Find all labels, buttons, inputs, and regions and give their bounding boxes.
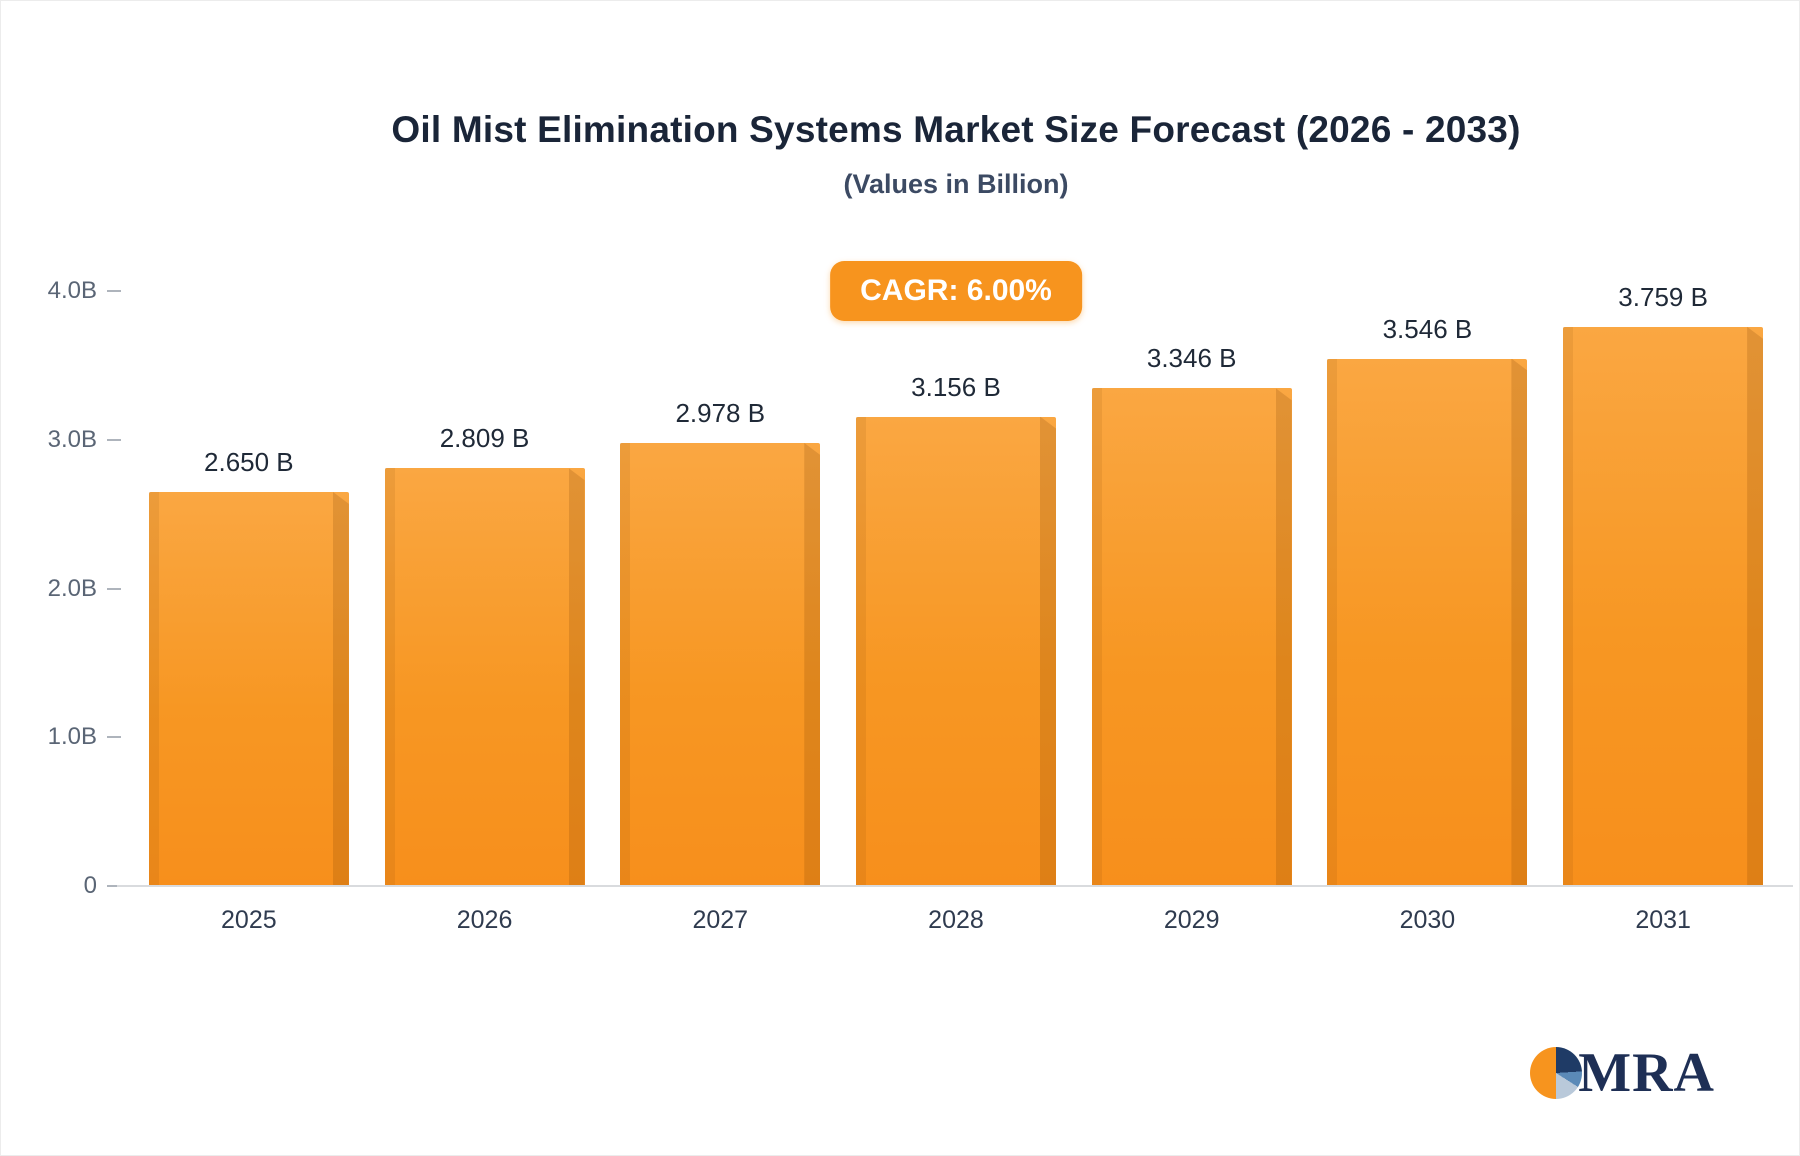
- bar-slot: 2.809 B: [367, 291, 603, 886]
- y-tick-mark: [107, 885, 121, 887]
- bar-2025: [148, 491, 349, 887]
- bar-slot: 2.978 B: [602, 291, 838, 886]
- x-axis-baseline: [117, 885, 1793, 887]
- bar-slot: 3.346 B: [1074, 291, 1310, 886]
- y-tick-mark: [107, 736, 121, 739]
- y-tick-label: 0: [83, 872, 97, 899]
- mra-logo-text: MRA: [1578, 1042, 1715, 1104]
- y-tick-mark: [107, 587, 121, 590]
- bar-2028: [855, 416, 1056, 887]
- y-tick-label: 3.0B: [47, 425, 97, 453]
- bar-slot: 3.546 B: [1310, 291, 1546, 887]
- x-axis-label: 2025: [221, 906, 277, 934]
- x-axis-label: 2028: [928, 906, 984, 934]
- bar-value-label: 2.809 B: [439, 423, 530, 454]
- bar-slot: 3.156 B: [838, 291, 1074, 887]
- bar-value-label: 2.978 B: [675, 398, 766, 429]
- x-axis-label: 2027: [692, 906, 749, 934]
- y-tick-mark: [107, 438, 121, 441]
- bar-value-label: 3.346 B: [1146, 343, 1237, 374]
- bar-2030: [1327, 358, 1528, 887]
- bar-2031: [1563, 326, 1764, 887]
- y-tick-mark: [107, 290, 121, 292]
- bar-value-label: 3.546 B: [1382, 313, 1473, 344]
- bar-slot: 3.759 B: [1545, 282, 1781, 887]
- bar-2029: [1091, 388, 1292, 886]
- y-tick-label: 4.0B: [47, 277, 97, 304]
- mra-logo: MRA: [1530, 1042, 1715, 1104]
- cagr-badge: CAGR: 6.00%: [830, 261, 1082, 321]
- x-axis-label: 2031: [1635, 906, 1691, 934]
- bar-value-label: 3.759 B: [1618, 281, 1708, 312]
- bar-value-label: 2.650 B: [204, 446, 294, 477]
- x-axis-label: 2030: [1399, 906, 1456, 934]
- y-tick-label: 1.0B: [47, 723, 97, 751]
- mra-logo-pie-icon: [1530, 1047, 1583, 1099]
- bar-slot: 2.650 B: [131, 291, 367, 887]
- chart-title: Oil Mist Elimination Systems Market Size…: [391, 109, 1521, 150]
- x-axis-label: 2029: [1163, 906, 1220, 934]
- bar-value-label: 3.156 B: [911, 371, 1001, 402]
- bar-2027: [620, 443, 821, 886]
- y-tick-label: 2.0B: [47, 574, 97, 602]
- x-axis-label: 2026: [456, 906, 513, 934]
- bar-2026: [384, 468, 585, 886]
- chart-subtitle: (Values in Billion): [843, 169, 1069, 199]
